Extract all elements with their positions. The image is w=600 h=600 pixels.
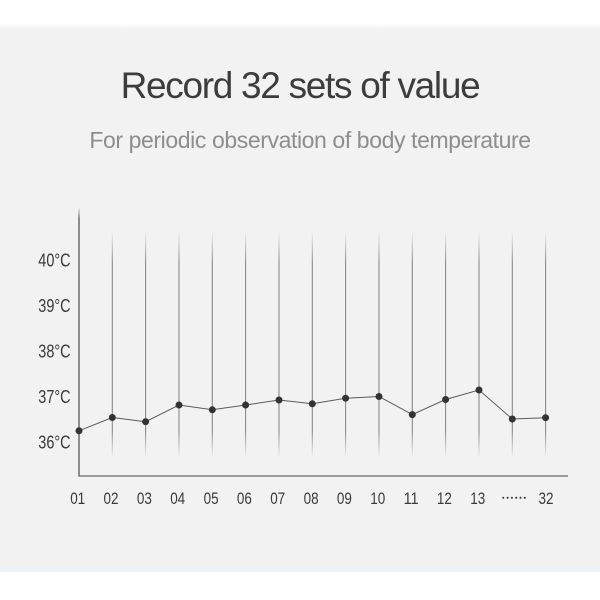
svg-text:09: 09 — [337, 489, 352, 508]
svg-text:37°C: 37°C — [38, 386, 70, 407]
svg-text:05: 05 — [204, 489, 219, 508]
svg-text:39°C: 39°C — [38, 295, 70, 316]
svg-text:07: 07 — [270, 489, 285, 508]
svg-text:32: 32 — [539, 489, 554, 508]
svg-text:06: 06 — [237, 489, 252, 508]
svg-text:08: 08 — [304, 489, 319, 508]
svg-text:38°C: 38°C — [38, 340, 70, 361]
svg-text:01: 01 — [70, 489, 85, 508]
svg-text:12: 12 — [437, 489, 452, 508]
svg-text:40°C: 40°C — [38, 249, 70, 270]
svg-text:03: 03 — [137, 489, 152, 508]
svg-text:11: 11 — [404, 489, 419, 508]
svg-text:10: 10 — [370, 489, 385, 508]
svg-text:04: 04 — [170, 489, 185, 508]
svg-text:02: 02 — [104, 489, 119, 508]
svg-text:36°C: 36°C — [38, 431, 70, 452]
svg-text:13: 13 — [470, 489, 485, 508]
